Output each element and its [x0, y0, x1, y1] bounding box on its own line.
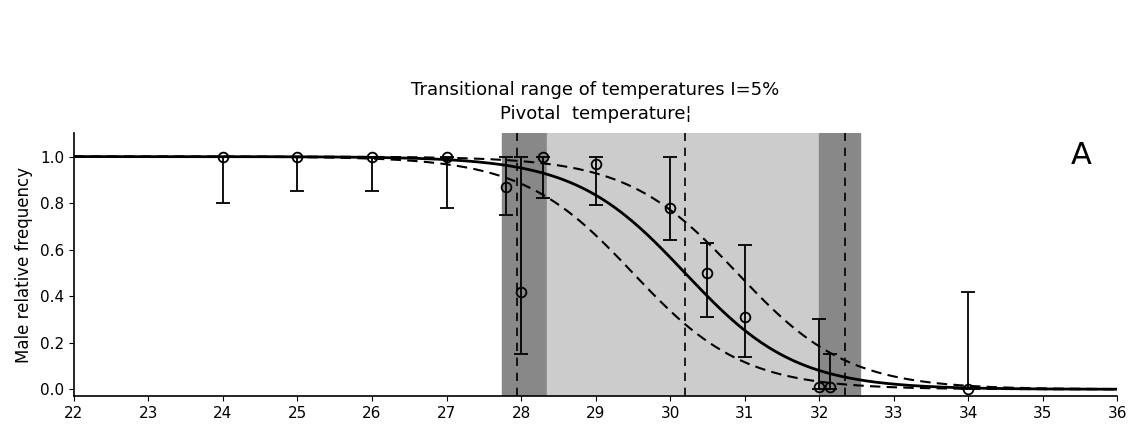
Text: A: A [1070, 141, 1091, 170]
Y-axis label: Male relative frequency: Male relative frequency [15, 167, 33, 363]
Bar [819, 133, 860, 396]
Bar [502, 133, 547, 396]
Text: Pivotal  temperature¦: Pivotal temperature¦ [500, 105, 691, 123]
Bar [547, 133, 819, 396]
Text: Transitional range of temperatures I=5%: Transitional range of temperatures I=5% [411, 81, 780, 99]
